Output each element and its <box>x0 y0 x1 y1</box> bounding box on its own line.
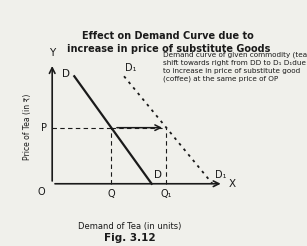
Text: Effect on Demand Curve due to
increase in price of substitute Goods: Effect on Demand Curve due to increase i… <box>67 31 270 54</box>
Text: D: D <box>154 170 162 180</box>
Text: D₁: D₁ <box>126 62 137 73</box>
Text: Q₁: Q₁ <box>161 189 172 199</box>
Text: Q: Q <box>107 189 115 199</box>
Text: D₁: D₁ <box>215 170 227 180</box>
Text: Demand curve of given commodity (tea)
shift towards right from DD to D₁ D₁due
to: Demand curve of given commodity (tea) sh… <box>163 52 307 82</box>
Text: D: D <box>62 69 70 79</box>
Text: O: O <box>38 186 45 197</box>
Text: Demand of Tea (in units): Demand of Tea (in units) <box>78 222 181 231</box>
Text: X: X <box>228 179 235 189</box>
Text: Price of Tea (in ₹): Price of Tea (in ₹) <box>23 93 32 160</box>
Text: P: P <box>41 123 47 133</box>
Text: Y: Y <box>49 48 55 59</box>
Text: Fig. 3.12: Fig. 3.12 <box>104 233 155 243</box>
